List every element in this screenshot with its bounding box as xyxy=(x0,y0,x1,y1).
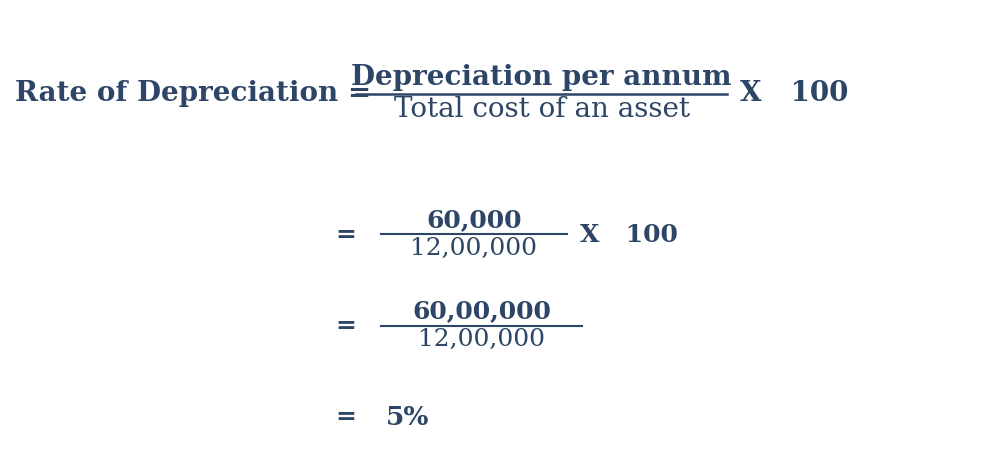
Text: 12,00,000: 12,00,000 xyxy=(418,328,544,351)
Text: 60,000: 60,000 xyxy=(426,208,521,232)
Text: 5%: 5% xyxy=(386,405,429,430)
Text: 12,00,000: 12,00,000 xyxy=(410,237,537,260)
Text: X   100: X 100 xyxy=(739,80,848,107)
Text: 60,00,000: 60,00,000 xyxy=(412,300,550,324)
Text: =: = xyxy=(336,222,356,247)
Text: Depreciation per annum: Depreciation per annum xyxy=(351,64,731,91)
Text: X   100: X 100 xyxy=(579,222,677,247)
Text: Rate of Depreciation =: Rate of Depreciation = xyxy=(15,80,371,107)
Text: Total cost of an asset: Total cost of an asset xyxy=(393,96,689,123)
Text: =: = xyxy=(336,405,356,430)
Text: =: = xyxy=(336,314,356,338)
